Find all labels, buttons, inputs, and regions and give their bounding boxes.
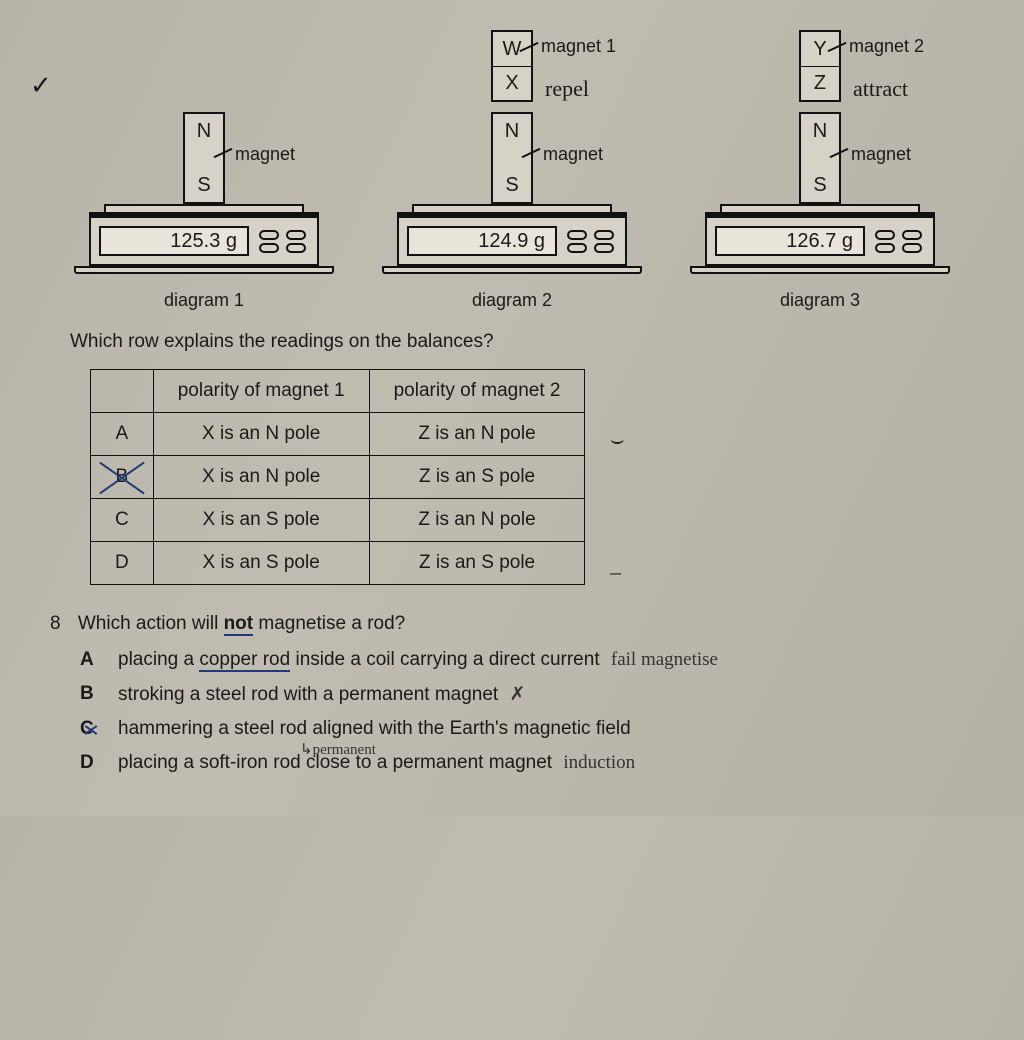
q8-stem: 8 Which action will not magnetise a rod? (50, 613, 974, 635)
option-text: placing a copper rod inside a coil carry… (118, 649, 718, 671)
table-row: D X is an S pole Z is an S pole (91, 542, 585, 585)
diagram-1: N S magnet 125.3 g diagram 1 (64, 112, 344, 311)
cell: X is an S pole (153, 542, 369, 585)
top-magnet-label: magnet 2 (849, 36, 924, 57)
pole-bottom: S (493, 168, 531, 202)
option-text: placing a soft-iron rod close to a perma… (118, 752, 635, 774)
diagram-caption: diagram 1 (164, 290, 244, 311)
pole-z: Z (801, 66, 839, 100)
cell: Z is an N pole (369, 499, 585, 542)
cell: X is an N pole (153, 413, 369, 456)
diagram-caption: diagram 2 (472, 290, 552, 311)
balance-scale: 124.9 g (382, 204, 642, 274)
scale-buttons (875, 230, 925, 253)
q8-number: 8 (50, 613, 61, 634)
option-text: stroking a steel rod with a permanent ma… (118, 683, 525, 706)
on-magnet-label: magnet (851, 144, 911, 165)
pole-top: N (493, 114, 531, 148)
cell: Z is an S pole (369, 456, 585, 499)
option-d: D placing a soft-iron rod close to a per… (80, 752, 974, 774)
option-b: B stroking a steel rod with a permanent … (80, 683, 974, 706)
scale-readout: 125.3 g (99, 226, 249, 256)
diagram-3: Y Z magnet 2 attract N S magnet 126.7 g … (680, 30, 960, 311)
cell: X is an S pole (153, 499, 369, 542)
on-magnet: N S magnet (183, 112, 225, 204)
option-letter: D (80, 752, 102, 774)
scale-buttons (567, 230, 617, 253)
scale-buttons (259, 230, 309, 253)
top-magnet: Y Z magnet 2 attract (799, 30, 841, 102)
pole-top: N (801, 114, 839, 148)
on-magnet: N S magnet (491, 112, 533, 204)
hand-annotation: induction (563, 752, 635, 773)
option-letter: C (80, 718, 102, 740)
option-a: A placing a copper rod inside a coil car… (80, 649, 974, 671)
hand-mark: ⌣ (610, 427, 624, 453)
balance-scale: 125.3 g (74, 204, 334, 274)
q8-options: A placing a copper rod inside a coil car… (80, 649, 974, 774)
scale-readout: 126.7 g (715, 226, 865, 256)
pole-top: N (185, 114, 223, 148)
diagrams-row: N S magnet 125.3 g diagram 1 W X magnet … (50, 30, 974, 311)
top-checkmark: ✓ (30, 70, 52, 101)
q7-stem: Which row explains the readings on the b… (70, 331, 974, 353)
hand-annotation: fail magnetise (611, 649, 718, 670)
diagram-2: W X magnet 1 repel N S magnet 124.9 g di… (372, 30, 652, 311)
pole-bottom: S (185, 168, 223, 202)
row-label: C (91, 499, 154, 542)
on-magnet: N S magnet (799, 112, 841, 204)
diagram-caption: diagram 3 (780, 290, 860, 311)
option-letter: B (80, 683, 102, 705)
balance-scale: 126.7 g (690, 204, 950, 274)
option-letter: A (80, 649, 102, 671)
emphasis-not: not (224, 613, 254, 636)
on-magnet-label: magnet (543, 144, 603, 165)
hand-mark: – (610, 559, 621, 585)
row-label: A (91, 413, 154, 456)
pole-bottom: S (801, 168, 839, 202)
table-row: C X is an S pole Z is an N pole (91, 499, 585, 542)
hand-annotation: repel (545, 76, 589, 102)
cell: Z is an N pole (369, 413, 585, 456)
hand-annotation: attract (853, 76, 908, 102)
top-magnet: W X magnet 1 repel (491, 30, 533, 102)
row-label: D (91, 542, 154, 585)
cell: X is an N pole (153, 456, 369, 499)
row-label: B (91, 456, 154, 499)
hand-annotation: ✗ (509, 684, 525, 705)
question-8: 8 Which action will not magnetise a rod?… (50, 613, 974, 774)
col-header-2: polarity of magnet 2 (369, 370, 585, 413)
worksheet-page: ✓ N S magnet 125.3 g diagram 1 (50, 30, 974, 774)
table-row: B X is an N pole Z is an S pole (91, 456, 585, 499)
cell: Z is an S pole (369, 542, 585, 585)
answer-table: polarity of magnet 1 polarity of magnet … (90, 369, 585, 585)
option-text: hammering a steel rod aligned with the E… (118, 718, 631, 740)
pole-x: X (493, 66, 531, 100)
col-header-1: polarity of magnet 1 (153, 370, 369, 413)
top-magnet-label: magnet 1 (541, 36, 616, 57)
on-magnet-label: magnet (235, 144, 295, 165)
table-row: A X is an N pole Z is an N pole (91, 413, 585, 456)
scale-readout: 124.9 g (407, 226, 557, 256)
option-c: C hammering a steel rod aligned with the… (80, 718, 974, 740)
